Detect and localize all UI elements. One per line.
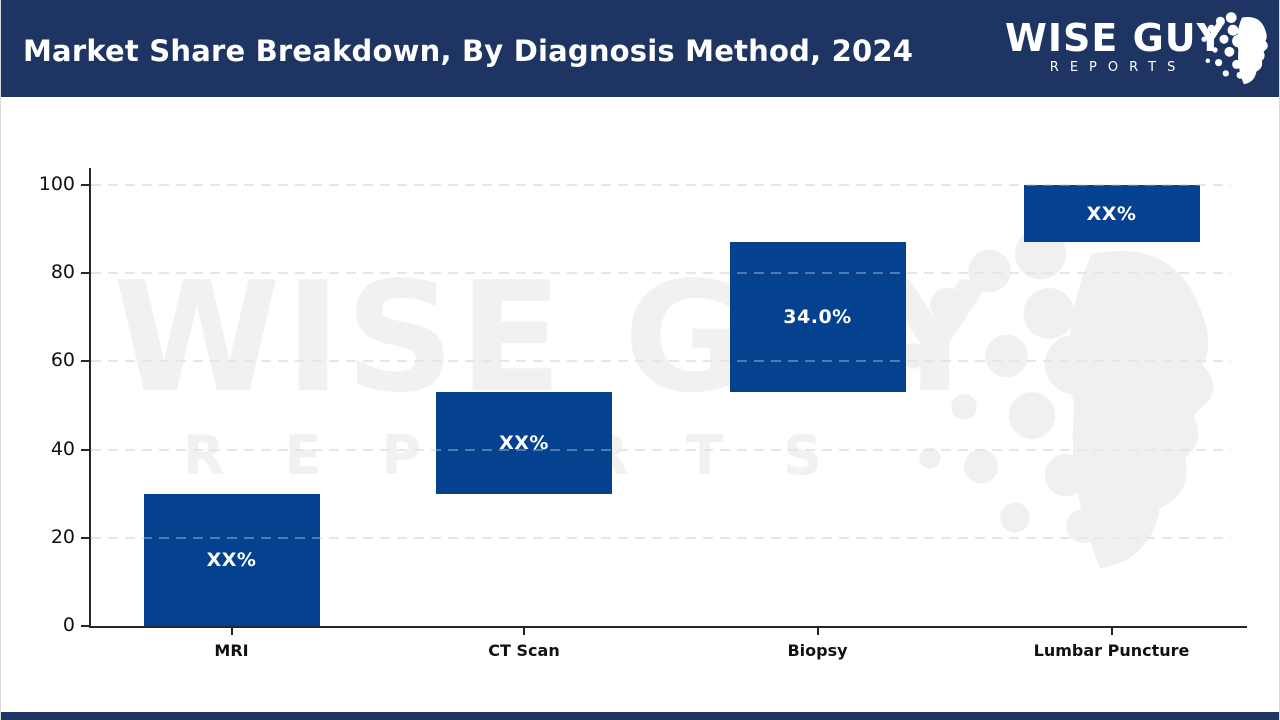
gridline-40 [91, 448, 1231, 451]
y-tick-mark-40 [81, 448, 89, 451]
bar-biopsy: 34.0% [729, 242, 906, 393]
x-axis-line [89, 626, 1247, 628]
bar-value-label: 34.0% [783, 306, 852, 329]
gridline-overlay-100 [91, 184, 1231, 186]
y-axis-line [89, 168, 91, 627]
y-tick-mark-20 [81, 536, 89, 539]
x-tick-mark-mri [230, 628, 233, 635]
x-axis-label-ct-scan: CT Scan [488, 641, 560, 660]
y-tick-label-0: 0 [62, 614, 75, 636]
gridline-60 [91, 360, 1231, 363]
bar-value-label: XX% [499, 431, 549, 454]
header-bar: Market Share Breakdown, By Diagnosis Met… [1, 0, 1279, 97]
x-axis-label-mri: MRI [214, 641, 249, 660]
gridline-80 [91, 272, 1231, 275]
chart-title: Market Share Breakdown, By Diagnosis Met… [23, 34, 914, 68]
logo-wiseguy-text: WISE GUY [1005, 16, 1226, 60]
bar-mri: XX% [143, 493, 320, 626]
x-tick-mark-biopsy [816, 628, 819, 635]
y-tick-label-80: 80 [50, 261, 75, 284]
y-tick-mark-100 [81, 184, 89, 186]
y-tick-label-100: 100 [38, 173, 75, 195]
y-tick-mark-80 [81, 272, 89, 275]
gridline-overlay-60 [91, 360, 1231, 363]
gridline-100 [91, 184, 1231, 186]
x-tick-mark-lumbar-puncture [1110, 628, 1113, 635]
bar-ct-scan: XX% [436, 392, 612, 494]
gridline-overlay-80 [91, 272, 1231, 275]
x-axis-label-biopsy: Biopsy [787, 641, 848, 660]
bar-value-label: XX% [206, 548, 257, 571]
gridline-overlay-40 [91, 448, 1231, 451]
y-tick-label-60: 60 [50, 349, 75, 372]
y-tick-mark-60 [81, 360, 89, 363]
y-tick-mark-0 [81, 625, 89, 627]
y-tick-label-40: 40 [50, 437, 75, 460]
logo-text: WISE GUY REPORTS [1005, 18, 1225, 75]
bar-value-label: XX% [1086, 202, 1137, 225]
x-tick-mark-ct-scan [523, 628, 525, 635]
logo-reports-text: REPORTS [1049, 60, 1187, 75]
gridline-overlay-20 [91, 536, 1231, 539]
x-axis-label-lumbar-puncture: Lumbar Puncture [1033, 641, 1190, 660]
gridline-20 [91, 536, 1231, 539]
footer-bar [1, 712, 1279, 720]
bar-lumbar-puncture: XX% [1023, 185, 1200, 243]
wise-guy-reports-logo: WISE GUY REPORTS [1005, 8, 1268, 90]
y-tick-label-20: 20 [50, 525, 75, 548]
logo-face-icon [1201, 12, 1268, 85]
